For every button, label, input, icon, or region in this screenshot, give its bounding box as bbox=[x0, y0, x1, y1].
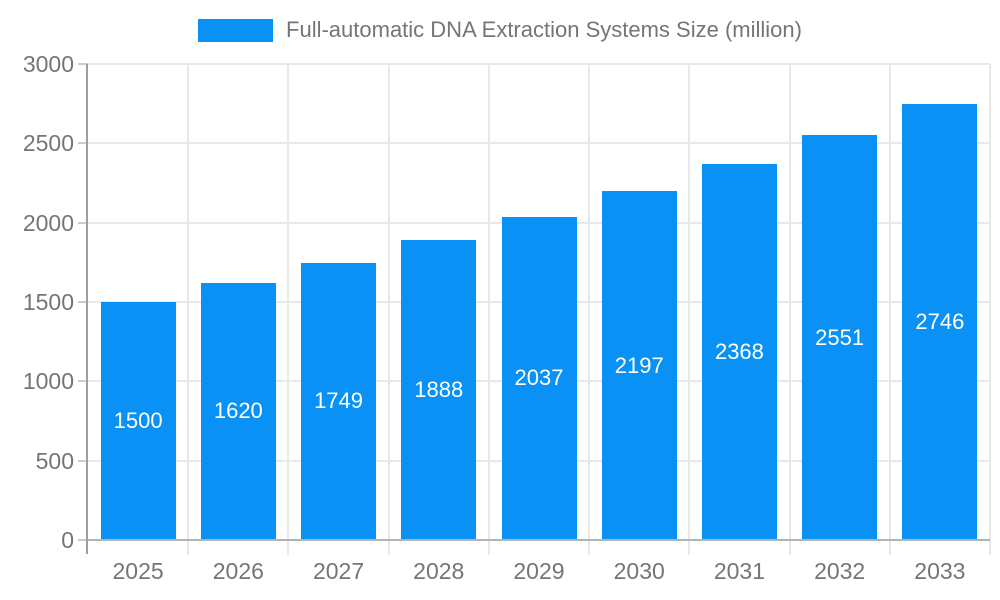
x-axis-line bbox=[88, 539, 990, 541]
x-tick-label: 2027 bbox=[312, 558, 365, 584]
vertical-gridline bbox=[387, 64, 390, 555]
bar[interactable]: 2551 bbox=[802, 135, 878, 540]
x-tick-label: 2032 bbox=[814, 558, 866, 584]
bar-value-label: 2746 bbox=[915, 309, 965, 335]
y-axis-tick bbox=[78, 459, 88, 462]
x-tick-label: 2029 bbox=[513, 558, 565, 584]
vertical-gridline bbox=[187, 64, 190, 555]
vertical-gridline bbox=[788, 64, 791, 555]
bar[interactable]: 1749 bbox=[301, 262, 377, 540]
y-tick-label: 2000 bbox=[22, 209, 74, 236]
bar-value-label: 2197 bbox=[614, 352, 664, 378]
vertical-gridline bbox=[487, 64, 490, 555]
bar-value-label: 1620 bbox=[213, 398, 263, 424]
y-axis-tick bbox=[78, 63, 88, 65]
y-axis-line bbox=[86, 64, 88, 554]
bar[interactable]: 2037 bbox=[501, 216, 577, 540]
x-tick-label: 2030 bbox=[613, 558, 665, 584]
vertical-gridline bbox=[287, 64, 290, 555]
y-tick-label: 2500 bbox=[22, 130, 74, 157]
y-tick-label: 500 bbox=[35, 447, 74, 474]
vertical-gridline bbox=[588, 64, 591, 555]
y-tick-label: 1500 bbox=[22, 289, 74, 315]
bar-value-label: 1888 bbox=[414, 377, 464, 403]
x-tick-label: 2031 bbox=[713, 558, 766, 584]
bar-value-label: 1500 bbox=[113, 408, 163, 433]
vertical-gridline bbox=[989, 64, 991, 555]
y-axis-tick bbox=[78, 380, 88, 383]
bar-value-label: 2551 bbox=[815, 324, 865, 350]
bar[interactable]: 1500 bbox=[100, 302, 176, 540]
plot-area: 0 500 1000 1500 2000 2500 3000 1500 2025 1620 2026… bbox=[23, 51, 991, 584]
y-axis-tick bbox=[78, 539, 88, 541]
y-axis-tick bbox=[78, 142, 88, 145]
bar-value-label: 2368 bbox=[714, 339, 764, 365]
x-tick-label: 2028 bbox=[413, 558, 465, 584]
y-axis-tick bbox=[78, 301, 88, 303]
bar[interactable]: 1888 bbox=[401, 240, 477, 540]
vertical-gridline bbox=[688, 64, 691, 555]
bar[interactable]: 2746 bbox=[902, 104, 978, 540]
legend-label: Full-automatic DNA Extraction Systems Si… bbox=[286, 17, 802, 42]
y-tick-label: 0 bbox=[61, 527, 74, 553]
x-tick-label: 2033 bbox=[914, 558, 966, 584]
x-tick-label: 2026 bbox=[212, 558, 264, 584]
bar[interactable]: 2197 bbox=[601, 191, 677, 540]
bar-value-label: 1749 bbox=[314, 388, 364, 414]
horizontal-gridline bbox=[88, 142, 990, 145]
legend-swatch-icon bbox=[198, 18, 274, 42]
horizontal-gridline bbox=[88, 63, 990, 65]
x-tick-label: 2025 bbox=[112, 558, 164, 584]
legend[interactable]: Full-automatic DNA Extraction Systems Si… bbox=[0, 17, 1000, 43]
bar-value-label: 2037 bbox=[514, 365, 564, 391]
bar[interactable]: 1620 bbox=[200, 282, 276, 540]
vertical-gridline bbox=[888, 64, 891, 555]
y-tick-label: 3000 bbox=[22, 51, 74, 77]
y-axis-tick bbox=[78, 221, 88, 224]
y-tick-label: 1000 bbox=[22, 368, 74, 395]
bar[interactable]: 2368 bbox=[701, 164, 777, 540]
